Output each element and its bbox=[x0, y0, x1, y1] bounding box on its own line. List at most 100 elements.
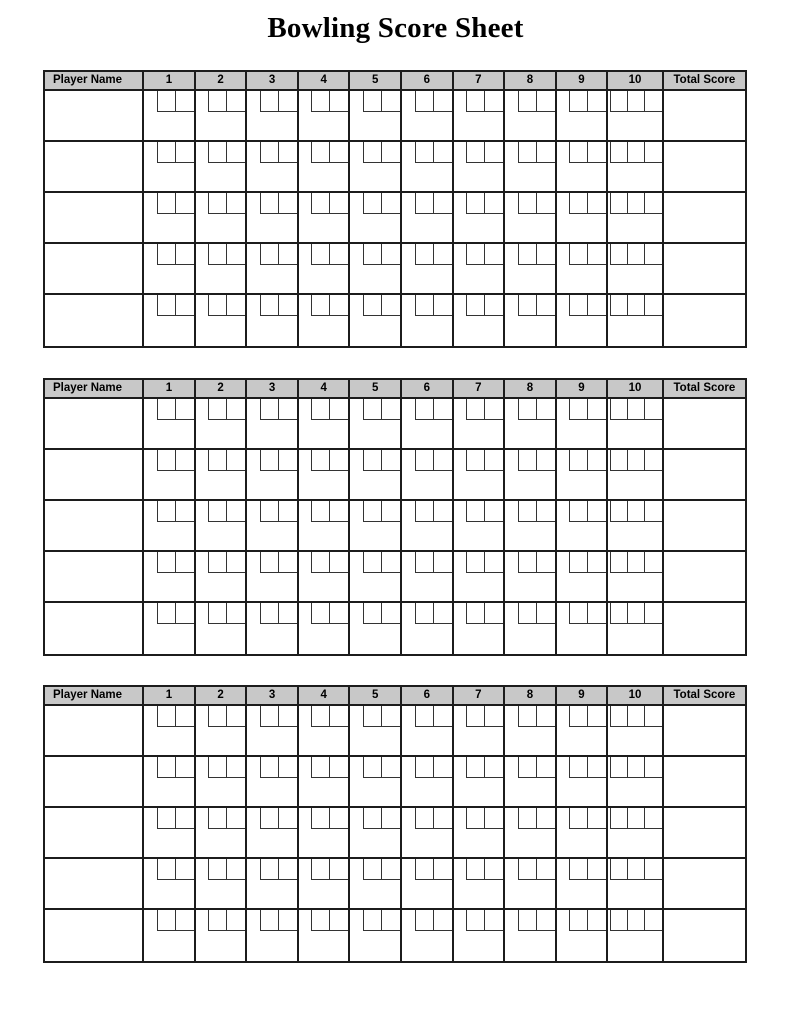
frame-cell-3[interactable] bbox=[247, 399, 299, 448]
frame-cell-8[interactable] bbox=[505, 91, 557, 140]
roll-box-2[interactable] bbox=[485, 142, 504, 162]
total-score-input[interactable] bbox=[663, 142, 746, 191]
roll-box-1[interactable] bbox=[312, 295, 331, 315]
frame-cell-10[interactable] bbox=[608, 808, 664, 857]
roll-box-1[interactable] bbox=[209, 603, 228, 623]
roll-box-2[interactable] bbox=[588, 193, 607, 213]
frame-cell-6[interactable] bbox=[402, 501, 454, 550]
roll-box-2[interactable] bbox=[382, 295, 401, 315]
roll-box-2[interactable] bbox=[485, 450, 504, 470]
roll-box-1[interactable] bbox=[610, 295, 628, 315]
frame-cell-1[interactable] bbox=[144, 706, 196, 755]
roll-box-2[interactable] bbox=[485, 603, 504, 623]
roll-box-1[interactable] bbox=[415, 757, 434, 777]
frame-cell-7[interactable] bbox=[453, 808, 506, 857]
roll-box-1[interactable] bbox=[312, 859, 331, 879]
roll-box-1[interactable] bbox=[518, 757, 537, 777]
frame-cell-6[interactable] bbox=[402, 706, 454, 755]
frame-cell-7[interactable] bbox=[453, 706, 506, 755]
frame-cell-1[interactable] bbox=[144, 193, 196, 242]
player-name-input[interactable] bbox=[45, 859, 145, 908]
roll-box-2[interactable] bbox=[175, 501, 194, 521]
roll-box-2[interactable] bbox=[330, 142, 349, 162]
roll-box-2[interactable] bbox=[588, 808, 607, 828]
roll-box-3[interactable] bbox=[644, 193, 662, 213]
frame-cell-10[interactable] bbox=[608, 859, 664, 908]
roll-box-2[interactable] bbox=[278, 501, 297, 521]
frame-cell-10[interactable] bbox=[608, 603, 664, 654]
roll-box-2[interactable] bbox=[433, 244, 452, 264]
roll-box-2[interactable] bbox=[278, 450, 297, 470]
roll-box-2[interactable] bbox=[175, 706, 194, 726]
roll-box-2[interactable] bbox=[175, 552, 194, 572]
roll-box-1[interactable] bbox=[610, 552, 628, 572]
roll-box-1[interactable] bbox=[209, 399, 228, 419]
frame-cell-7[interactable] bbox=[453, 295, 506, 346]
roll-box-1[interactable] bbox=[364, 552, 383, 572]
roll-box-3[interactable] bbox=[644, 706, 662, 726]
roll-box-1[interactable] bbox=[157, 399, 176, 419]
roll-box-1[interactable] bbox=[570, 552, 589, 572]
roll-box-1[interactable] bbox=[260, 193, 279, 213]
frame-cell-6[interactable] bbox=[402, 91, 454, 140]
roll-box-1[interactable] bbox=[518, 244, 537, 264]
roll-box-2[interactable] bbox=[433, 757, 452, 777]
frame-cell-2[interactable] bbox=[195, 142, 248, 191]
roll-box-1[interactable] bbox=[364, 399, 383, 419]
roll-box-2[interactable] bbox=[536, 808, 555, 828]
roll-box-1[interactable] bbox=[467, 910, 486, 930]
roll-box-1[interactable] bbox=[312, 91, 331, 111]
roll-box-2[interactable] bbox=[536, 603, 555, 623]
frame-cell-4[interactable] bbox=[298, 808, 351, 857]
roll-box-1[interactable] bbox=[467, 244, 486, 264]
roll-box-2[interactable] bbox=[433, 501, 452, 521]
roll-box-2[interactable] bbox=[588, 757, 607, 777]
roll-box-2[interactable] bbox=[330, 910, 349, 930]
roll-box-1[interactable] bbox=[415, 501, 434, 521]
roll-box-2[interactable] bbox=[588, 142, 607, 162]
roll-box-2[interactable] bbox=[175, 193, 194, 213]
roll-box-1[interactable] bbox=[518, 91, 537, 111]
frame-cell-3[interactable] bbox=[247, 193, 299, 242]
roll-box-1[interactable] bbox=[467, 501, 486, 521]
roll-box-2[interactable] bbox=[536, 91, 555, 111]
roll-box-2[interactable] bbox=[485, 244, 504, 264]
frame-cell-5[interactable] bbox=[350, 91, 403, 140]
roll-box-1[interactable] bbox=[415, 706, 434, 726]
roll-box-2[interactable] bbox=[536, 910, 555, 930]
frame-cell-2[interactable] bbox=[195, 706, 248, 755]
roll-box-1[interactable] bbox=[157, 91, 176, 111]
roll-box-1[interactable] bbox=[467, 757, 486, 777]
frame-cell-9[interactable] bbox=[556, 501, 609, 550]
player-name-input[interactable] bbox=[45, 450, 145, 499]
frame-cell-6[interactable] bbox=[402, 193, 454, 242]
roll-box-1[interactable] bbox=[518, 706, 537, 726]
frame-cell-10[interactable] bbox=[608, 552, 664, 601]
roll-box-2[interactable] bbox=[227, 295, 246, 315]
frame-cell-1[interactable] bbox=[144, 399, 196, 448]
roll-box-1[interactable] bbox=[570, 757, 589, 777]
frame-cell-8[interactable] bbox=[505, 859, 557, 908]
roll-box-2[interactable] bbox=[382, 501, 401, 521]
roll-box-1[interactable] bbox=[312, 552, 331, 572]
frame-cell-2[interactable] bbox=[195, 552, 248, 601]
player-name-input[interactable] bbox=[45, 501, 145, 550]
roll-box-1[interactable] bbox=[467, 295, 486, 315]
roll-box-1[interactable] bbox=[518, 910, 537, 930]
roll-box-2[interactable] bbox=[588, 244, 607, 264]
roll-box-1[interactable] bbox=[312, 501, 331, 521]
player-name-input[interactable] bbox=[45, 244, 145, 293]
roll-box-2[interactable] bbox=[627, 757, 645, 777]
frame-cell-3[interactable] bbox=[247, 244, 299, 293]
roll-box-1[interactable] bbox=[209, 808, 228, 828]
frame-cell-5[interactable] bbox=[350, 808, 403, 857]
roll-box-1[interactable] bbox=[610, 244, 628, 264]
frame-cell-10[interactable] bbox=[608, 244, 664, 293]
roll-box-2[interactable] bbox=[382, 910, 401, 930]
roll-box-2[interactable] bbox=[382, 706, 401, 726]
roll-box-2[interactable] bbox=[175, 244, 194, 264]
roll-box-1[interactable] bbox=[415, 910, 434, 930]
roll-box-2[interactable] bbox=[382, 603, 401, 623]
frame-cell-8[interactable] bbox=[505, 142, 557, 191]
roll-box-1[interactable] bbox=[467, 91, 486, 111]
